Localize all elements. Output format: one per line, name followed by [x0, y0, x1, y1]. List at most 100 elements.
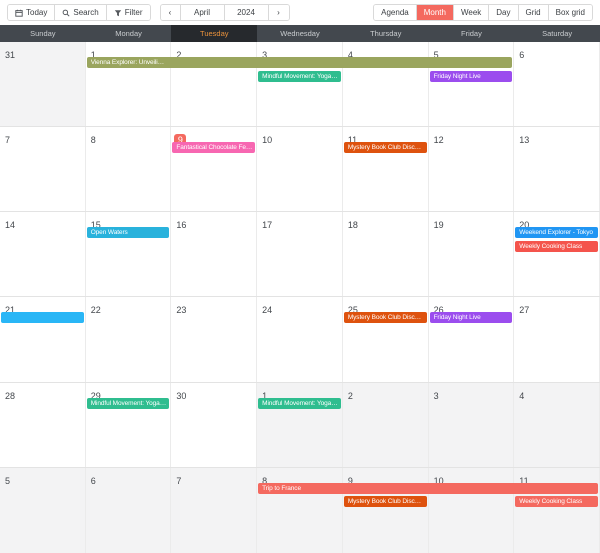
date-number: 4 [347, 50, 353, 60]
day-header-monday[interactable]: Monday [115, 29, 142, 38]
day-cell[interactable]: 10 [257, 127, 343, 212]
date-number: 8 [262, 475, 268, 486]
day-header-saturday[interactable]: Saturday [542, 29, 573, 38]
day-cell[interactable]: 15 [85, 212, 172, 297]
view-button-day[interactable]: Day [489, 5, 519, 20]
day-cell[interactable]: 10 [428, 467, 515, 553]
event-bar[interactable]: Weekend Explorer - Tokyo [515, 227, 598, 239]
day-cell[interactable]: 3 [428, 382, 515, 467]
day-cell[interactable]: 24 [257, 297, 343, 382]
day-cell[interactable]: 9 [342, 467, 429, 553]
event-bar[interactable]: Mystery Book Club Discussi... [343, 142, 427, 154]
day-cell[interactable]: 5 [428, 42, 515, 127]
day-cell[interactable]: 11 [342, 127, 429, 212]
day-cell[interactable]: 23 [171, 297, 258, 382]
day-cell[interactable]: 2 [171, 42, 258, 127]
view-button-box-grid[interactable]: Box grid [548, 5, 592, 20]
event-title: Weekend Explorer - Tokyo [519, 229, 593, 237]
prev-month-button[interactable]: ‹ [160, 5, 181, 20]
view-button-month[interactable]: Month [416, 5, 454, 20]
day-cell[interactable]: 7 [0, 127, 86, 212]
day-header-tuesday[interactable]: Tuesday [171, 25, 258, 42]
day-header-thursday[interactable]: Thursday [370, 29, 402, 38]
day-header-wednesday[interactable]: Wednesday [280, 29, 320, 38]
day-cell[interactable]: 19 [428, 212, 515, 297]
view-button-grid[interactable]: Grid [518, 5, 549, 20]
day-cell[interactable]: 13 [514, 127, 600, 212]
event-bar[interactable]: Mindful Movement: Yoga Cl... [258, 70, 341, 82]
date-number: 5 [433, 50, 439, 60]
date-number: 30 [176, 390, 187, 401]
day-header-sunday[interactable]: Sunday [30, 29, 56, 38]
event-title: Friday Night Live [433, 72, 481, 80]
date-number: 1 [90, 50, 96, 60]
day-header-friday[interactable]: Friday [461, 29, 482, 38]
event-bar-continuation[interactable] [1, 312, 84, 324]
view-button-agenda[interactable]: Agenda [374, 5, 417, 20]
event-bar[interactable]: Mystery Book Club Discussi... [343, 496, 427, 508]
event-bar[interactable]: Mindful Movement: Yoga Cl... [86, 397, 170, 409]
event-bar[interactable]: Open Waters [86, 227, 170, 239]
day-cell[interactable]: 28 [0, 382, 86, 467]
day-cell[interactable]: 9 [171, 127, 258, 212]
date-number: 15 [90, 220, 101, 231]
day-cell[interactable]: 30 [171, 382, 258, 467]
day-cell[interactable]: 4 [514, 382, 600, 467]
day-cell[interactable]: 1 [85, 42, 172, 127]
current-month-label[interactable]: April [180, 5, 225, 20]
event-title: Vienna Explorer: Unveiling th... [90, 59, 167, 66]
day-cell[interactable]: 6 [514, 42, 600, 127]
day-cell[interactable]: 6 [85, 467, 172, 553]
day-cell[interactable]: 27 [514, 297, 600, 382]
day-cell[interactable]: 12 [428, 127, 515, 212]
day-cell[interactable]: 29 [85, 382, 172, 467]
day-cell[interactable]: 11 [514, 467, 600, 553]
next-month-button[interactable]: › [268, 5, 289, 20]
calendar-icon [15, 9, 23, 17]
view-button-week[interactable]: Week [453, 5, 490, 20]
event-title: Friday Night Live [433, 314, 481, 322]
event-title: Mindful Movement: Yoga Cl... [262, 72, 339, 80]
day-cell[interactable]: 14 [0, 212, 86, 297]
event-bar[interactable]: Vienna Explorer: Unveiling th... [86, 57, 513, 68]
event-bar[interactable]: Weekly Cooking Class [515, 496, 598, 508]
search-button[interactable]: Search [55, 5, 107, 20]
toolbar: Today Search Filter ‹ April 2024 › Agend… [0, 0, 600, 25]
date-number: 2 [347, 390, 353, 401]
toolbar-left: Today Search Filter ‹ April 2024 › [7, 4, 290, 21]
day-cell[interactable]: 16 [171, 212, 258, 297]
day-cell[interactable]: 25 [342, 297, 429, 382]
event-title: Weekly Cooking Class [519, 242, 583, 250]
day-cell[interactable]: 8 [257, 467, 343, 553]
date-number: 9 [347, 475, 353, 486]
event-bar[interactable]: Trip to France [258, 482, 598, 494]
date-number: 25 [347, 305, 358, 316]
day-cell[interactable]: 18 [342, 212, 429, 297]
day-cell[interactable]: 21 [0, 297, 86, 382]
event-bar[interactable]: Weekly Cooking Class [515, 240, 598, 252]
event-bar[interactable]: Fantastical Chocolate Festi... [172, 142, 256, 154]
today-button[interactable]: Today [8, 5, 56, 20]
day-cell[interactable]: 4 [342, 42, 429, 127]
event-bar[interactable]: Mystery Book Club Discussi... [343, 312, 427, 324]
day-cell[interactable]: 22 [85, 297, 172, 382]
day-cell[interactable]: 31 [0, 42, 86, 127]
day-cell[interactable]: 2 [342, 382, 429, 467]
day-cell[interactable]: 1 [257, 382, 343, 467]
date-number: 5 [5, 475, 11, 486]
event-bar[interactable]: Friday Night Live [429, 312, 513, 324]
day-cell[interactable]: 26 [428, 297, 515, 382]
date-number: 12 [433, 135, 444, 146]
day-cell[interactable]: 17 [257, 212, 343, 297]
event-bar[interactable]: Friday Night Live [429, 70, 513, 82]
day-cell[interactable]: 8 [85, 127, 172, 212]
day-cell[interactable]: 3 [257, 42, 343, 127]
event-bar[interactable]: Mindful Movement: Yoga Cl... [258, 397, 341, 409]
day-cell[interactable]: 5 [0, 467, 86, 553]
filter-button[interactable]: Filter [106, 5, 150, 20]
day-cell[interactable]: 20 [514, 212, 600, 297]
date-number: 18 [347, 220, 358, 231]
current-year-label[interactable]: 2024 [224, 5, 269, 20]
date-number: 19 [433, 220, 444, 231]
day-cell[interactable]: 7 [171, 467, 258, 553]
